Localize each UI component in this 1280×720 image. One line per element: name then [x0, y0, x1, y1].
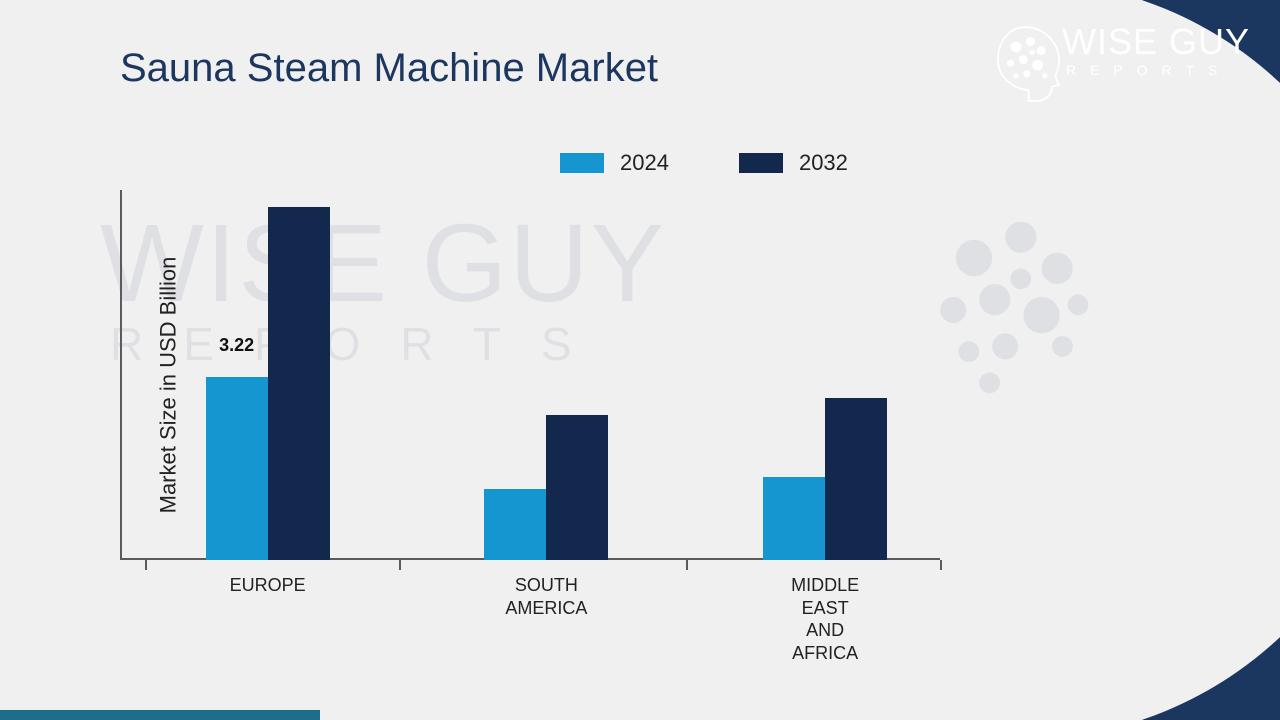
x-tick: [940, 560, 942, 570]
bottom-accent-bar: [0, 710, 320, 720]
bar-2024: [763, 477, 825, 560]
brand-subline: REPORTS: [1066, 62, 1250, 78]
x-tick: [145, 560, 147, 570]
bar-2024: [484, 489, 546, 560]
x-tick: [399, 560, 401, 570]
bar-2024: [206, 377, 268, 560]
bar-2032: [546, 415, 608, 560]
bar-2032: [268, 207, 330, 560]
x-category-label: EUROPE: [198, 574, 338, 597]
bar-group: [763, 398, 887, 560]
chart: Market Size in USD Billion 3.22EUROPESOU…: [90, 150, 940, 620]
bar-group: [484, 415, 608, 560]
bar-group: 3.22: [206, 207, 330, 560]
y-axis-line: [120, 190, 122, 560]
x-category-label: MIDDLEEASTANDAFRICA: [755, 574, 895, 664]
brand-name: WISE GUY: [1062, 24, 1250, 60]
page-title: Sauna Steam Machine Market: [120, 46, 658, 91]
plot-area: 3.22EUROPESOUTHAMERICAMIDDLEEASTANDAFRIC…: [120, 190, 940, 560]
brand-head-icon: [980, 20, 1070, 110]
stage: WISE GUY REPORTS Sauna Steam Machine Mar…: [0, 0, 1280, 720]
bar-value-label: 3.22: [219, 335, 254, 356]
brand-logo: WISE GUY REPORTS: [1062, 24, 1250, 78]
x-category-label: SOUTHAMERICA: [476, 574, 616, 619]
bar-2032: [825, 398, 887, 560]
x-tick: [686, 560, 688, 570]
